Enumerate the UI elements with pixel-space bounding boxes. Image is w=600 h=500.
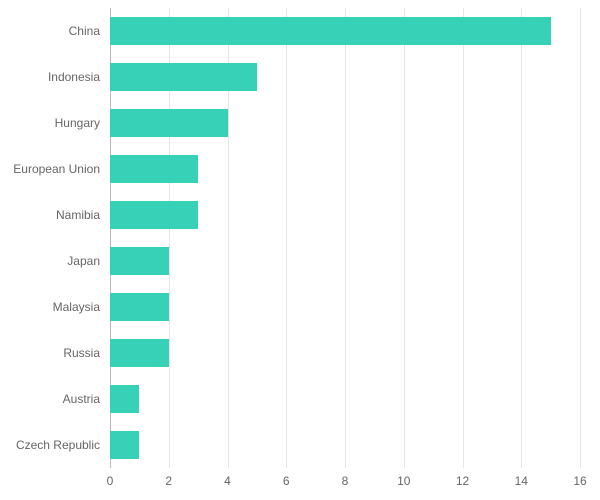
gridline [286,8,287,468]
gridline [345,8,346,468]
bar [110,201,198,230]
bar [110,385,139,414]
bar [110,63,257,92]
x-tick-label: 12 [456,474,469,488]
bar [110,431,139,460]
gridline [521,8,522,468]
bar [110,293,169,322]
y-tick-label: Austria [0,392,100,406]
x-tick-label: 6 [283,474,290,488]
x-tick-label: 0 [107,474,114,488]
y-tick-label: Namibia [0,208,100,222]
y-tick-label: Czech Republic [0,438,100,452]
y-tick-label: Hungary [0,116,100,130]
x-tick-label: 10 [397,474,410,488]
y-tick-label: Malaysia [0,300,100,314]
bar-chart: China Indonesia Hungary European Union Namib… [0,0,600,500]
y-tick-label: Russia [0,346,100,360]
gridline [580,8,581,468]
y-tick-label: Indonesia [0,70,100,84]
x-tick-label: 2 [165,474,172,488]
plot-area [110,8,580,468]
x-tick-label: 4 [224,474,231,488]
y-tick-label: China [0,24,100,38]
bar [110,109,228,138]
y-tick-label: Japan [0,254,100,268]
gridline [404,8,405,468]
x-tick-label: 16 [573,474,586,488]
y-tick-label: European Union [0,162,100,176]
x-tick-label: 8 [342,474,349,488]
bar [110,17,551,46]
bar [110,155,198,184]
x-tick-label: 14 [515,474,528,488]
gridline [463,8,464,468]
bar [110,339,169,368]
bar [110,247,169,276]
